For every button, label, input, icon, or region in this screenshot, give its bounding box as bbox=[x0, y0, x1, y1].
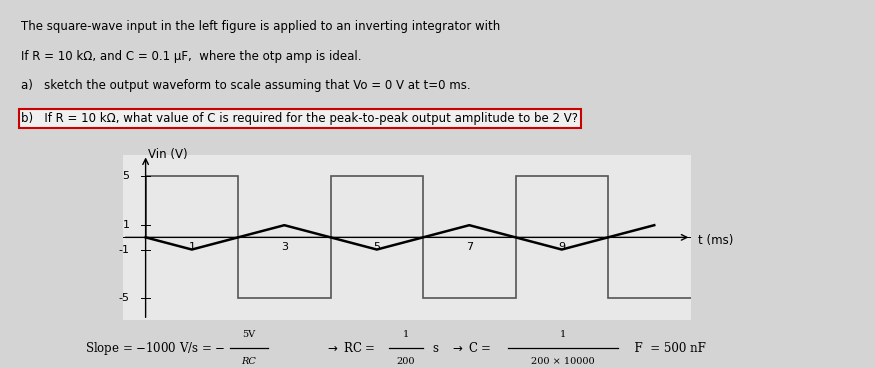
Text: 3: 3 bbox=[281, 242, 288, 252]
Text: t (ms): t (ms) bbox=[698, 234, 733, 247]
Text: Vin (V): Vin (V) bbox=[148, 148, 187, 161]
Text: 200 × 10000: 200 × 10000 bbox=[531, 357, 595, 366]
Text: 1: 1 bbox=[188, 242, 195, 252]
Text: -5: -5 bbox=[118, 293, 130, 303]
Text: F  = 500 nF: F = 500 nF bbox=[626, 342, 705, 355]
Text: 9: 9 bbox=[558, 242, 565, 252]
Text: The square-wave input in the left figure is applied to an inverting integrator w: The square-wave input in the left figure… bbox=[22, 20, 500, 33]
Text: 1: 1 bbox=[123, 220, 130, 230]
Text: Slope = $-$1000 V/s = $-$: Slope = $-$1000 V/s = $-$ bbox=[85, 340, 226, 357]
Text: 5V: 5V bbox=[242, 330, 256, 339]
Text: b)   If R = 10 kΩ, what value of C is required for the peak-to-peak output ampli: b) If R = 10 kΩ, what value of C is requ… bbox=[22, 112, 578, 125]
Text: 1: 1 bbox=[402, 330, 410, 339]
Text: 5: 5 bbox=[374, 242, 381, 252]
Text: 1: 1 bbox=[560, 330, 566, 339]
Text: If R = 10 kΩ, and C = 0.1 μF,  where the otp amp is ideal.: If R = 10 kΩ, and C = 0.1 μF, where the … bbox=[22, 50, 362, 63]
Text: 5: 5 bbox=[123, 171, 130, 181]
Text: -1: -1 bbox=[118, 245, 130, 255]
Text: 7: 7 bbox=[466, 242, 472, 252]
Text: a)   sketch the output waveform to scale assuming that Vo = 0 V at t=0 ms.: a) sketch the output waveform to scale a… bbox=[22, 79, 471, 92]
Text: RC: RC bbox=[242, 357, 256, 366]
Text: 200: 200 bbox=[396, 357, 416, 366]
Text: $\rightarrow$ RC =: $\rightarrow$ RC = bbox=[326, 341, 377, 355]
Text: s   $\rightarrow$ C =: s $\rightarrow$ C = bbox=[429, 341, 493, 355]
